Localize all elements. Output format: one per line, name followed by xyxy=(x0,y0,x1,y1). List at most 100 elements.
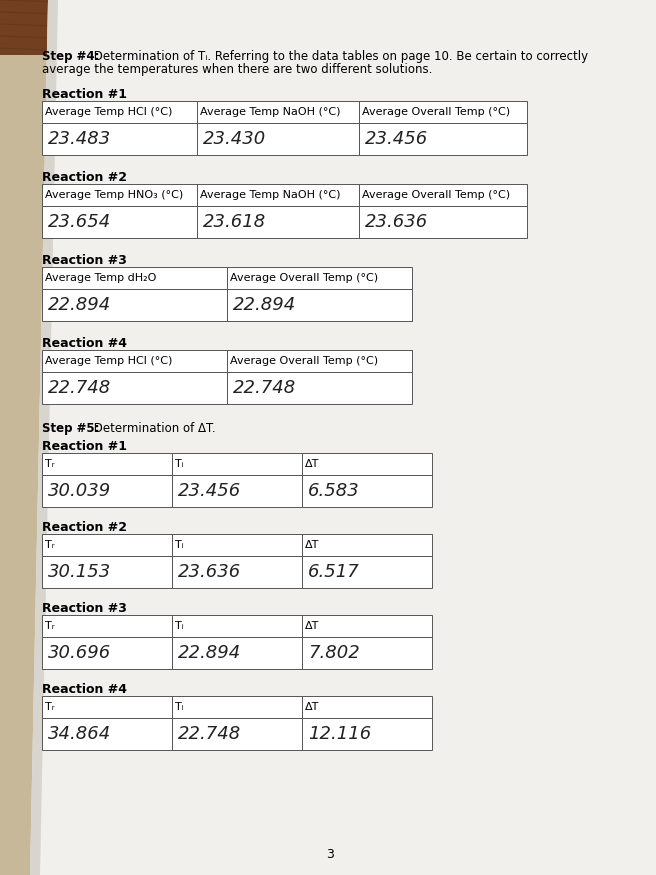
Bar xyxy=(42,350,227,372)
Text: Step #4:: Step #4: xyxy=(42,50,100,63)
Text: 12.116: 12.116 xyxy=(308,725,371,743)
Text: 6.517: 6.517 xyxy=(308,563,359,581)
Text: Tᵣ: Tᵣ xyxy=(45,621,54,631)
Text: Average Overall Temp (°C): Average Overall Temp (°C) xyxy=(230,273,378,283)
Text: Average Overall Temp (°C): Average Overall Temp (°C) xyxy=(362,190,510,200)
Text: Reaction #2: Reaction #2 xyxy=(42,171,127,184)
Bar xyxy=(42,615,172,637)
Text: Tᵣ: Tᵣ xyxy=(45,459,54,469)
Text: 30.696: 30.696 xyxy=(48,644,112,662)
Polygon shape xyxy=(0,0,110,55)
Bar xyxy=(359,123,527,155)
Bar xyxy=(302,534,432,556)
Text: Reaction #1: Reaction #1 xyxy=(42,88,127,101)
Text: Reaction #4: Reaction #4 xyxy=(42,683,127,696)
Text: Average Temp NaOH (°C): Average Temp NaOH (°C) xyxy=(200,107,340,117)
Bar xyxy=(227,289,412,321)
Text: Tᵣ: Tᵣ xyxy=(45,540,54,550)
Bar xyxy=(302,556,432,588)
Text: Determination of Tᵢ. Referring to the data tables on page 10. Be certain to corr: Determination of Tᵢ. Referring to the da… xyxy=(90,50,588,63)
Text: Tᵣ: Tᵣ xyxy=(45,702,54,712)
Bar xyxy=(359,206,527,238)
Bar xyxy=(42,475,172,507)
Text: Average Temp HNO₃ (°C): Average Temp HNO₃ (°C) xyxy=(45,190,183,200)
Bar xyxy=(302,615,432,637)
Text: 22.894: 22.894 xyxy=(233,296,297,314)
Text: 23.456: 23.456 xyxy=(365,130,428,148)
Text: Average Temp dH₂O: Average Temp dH₂O xyxy=(45,273,156,283)
Text: 30.153: 30.153 xyxy=(48,563,112,581)
Text: 22.748: 22.748 xyxy=(48,379,112,397)
Bar xyxy=(197,206,359,238)
Bar xyxy=(42,637,172,669)
Bar xyxy=(302,475,432,507)
Text: 23.456: 23.456 xyxy=(178,482,241,500)
Text: Reaction #3: Reaction #3 xyxy=(42,602,127,615)
Bar xyxy=(227,267,412,289)
Bar xyxy=(359,184,527,206)
Text: 34.864: 34.864 xyxy=(48,725,112,743)
Bar xyxy=(42,534,172,556)
Bar xyxy=(197,184,359,206)
Bar xyxy=(172,475,302,507)
Text: 23.654: 23.654 xyxy=(48,213,112,231)
Bar xyxy=(42,123,197,155)
Bar xyxy=(172,696,302,718)
Text: 3: 3 xyxy=(326,848,334,861)
Text: Determination of ΔT.: Determination of ΔT. xyxy=(90,422,216,435)
Bar xyxy=(42,556,172,588)
Text: Average Temp HCl (°C): Average Temp HCl (°C) xyxy=(45,356,173,366)
Text: Reaction #4: Reaction #4 xyxy=(42,337,127,350)
Text: average the temperatures when there are two different solutions.: average the temperatures when there are … xyxy=(42,63,432,76)
Text: Tᵢ: Tᵢ xyxy=(175,540,184,550)
Bar xyxy=(172,718,302,750)
Text: Tᵢ: Tᵢ xyxy=(175,702,184,712)
Text: Reaction #3: Reaction #3 xyxy=(42,254,127,267)
Bar xyxy=(42,696,172,718)
Bar xyxy=(42,267,227,289)
Text: 22.748: 22.748 xyxy=(233,379,297,397)
Bar xyxy=(302,637,432,669)
Bar xyxy=(302,696,432,718)
Text: 23.430: 23.430 xyxy=(203,130,266,148)
Bar xyxy=(42,206,197,238)
Bar xyxy=(42,184,197,206)
Text: 23.636: 23.636 xyxy=(178,563,241,581)
Text: 22.748: 22.748 xyxy=(178,725,241,743)
Text: 22.894: 22.894 xyxy=(48,296,112,314)
Text: Tᵢ: Tᵢ xyxy=(175,621,184,631)
Bar xyxy=(42,718,172,750)
Text: 6.583: 6.583 xyxy=(308,482,359,500)
Polygon shape xyxy=(30,0,58,875)
Bar xyxy=(42,453,172,475)
Text: ΔT: ΔT xyxy=(305,540,319,550)
Bar xyxy=(172,534,302,556)
Text: 23.618: 23.618 xyxy=(203,213,266,231)
Bar xyxy=(172,556,302,588)
Bar xyxy=(172,615,302,637)
Bar xyxy=(42,101,197,123)
Text: ΔT: ΔT xyxy=(305,702,319,712)
Text: 23.483: 23.483 xyxy=(48,130,112,148)
Bar xyxy=(42,372,227,404)
Text: Average Temp HCl (°C): Average Temp HCl (°C) xyxy=(45,107,173,117)
Bar xyxy=(302,453,432,475)
Text: Step #5:: Step #5: xyxy=(42,422,100,435)
Text: 23.636: 23.636 xyxy=(365,213,428,231)
Bar xyxy=(227,372,412,404)
Text: Tᵢ: Tᵢ xyxy=(175,459,184,469)
Text: ΔT: ΔT xyxy=(305,459,319,469)
Polygon shape xyxy=(30,0,656,875)
Text: Average Overall Temp (°C): Average Overall Temp (°C) xyxy=(230,356,378,366)
Bar xyxy=(197,123,359,155)
Bar xyxy=(172,637,302,669)
Text: 30.039: 30.039 xyxy=(48,482,112,500)
Bar xyxy=(197,101,359,123)
Polygon shape xyxy=(0,0,110,55)
Text: 22.894: 22.894 xyxy=(178,644,241,662)
Bar xyxy=(172,453,302,475)
Text: Reaction #2: Reaction #2 xyxy=(42,521,127,534)
Bar xyxy=(42,289,227,321)
Text: 7.802: 7.802 xyxy=(308,644,359,662)
Text: Average Overall Temp (°C): Average Overall Temp (°C) xyxy=(362,107,510,117)
